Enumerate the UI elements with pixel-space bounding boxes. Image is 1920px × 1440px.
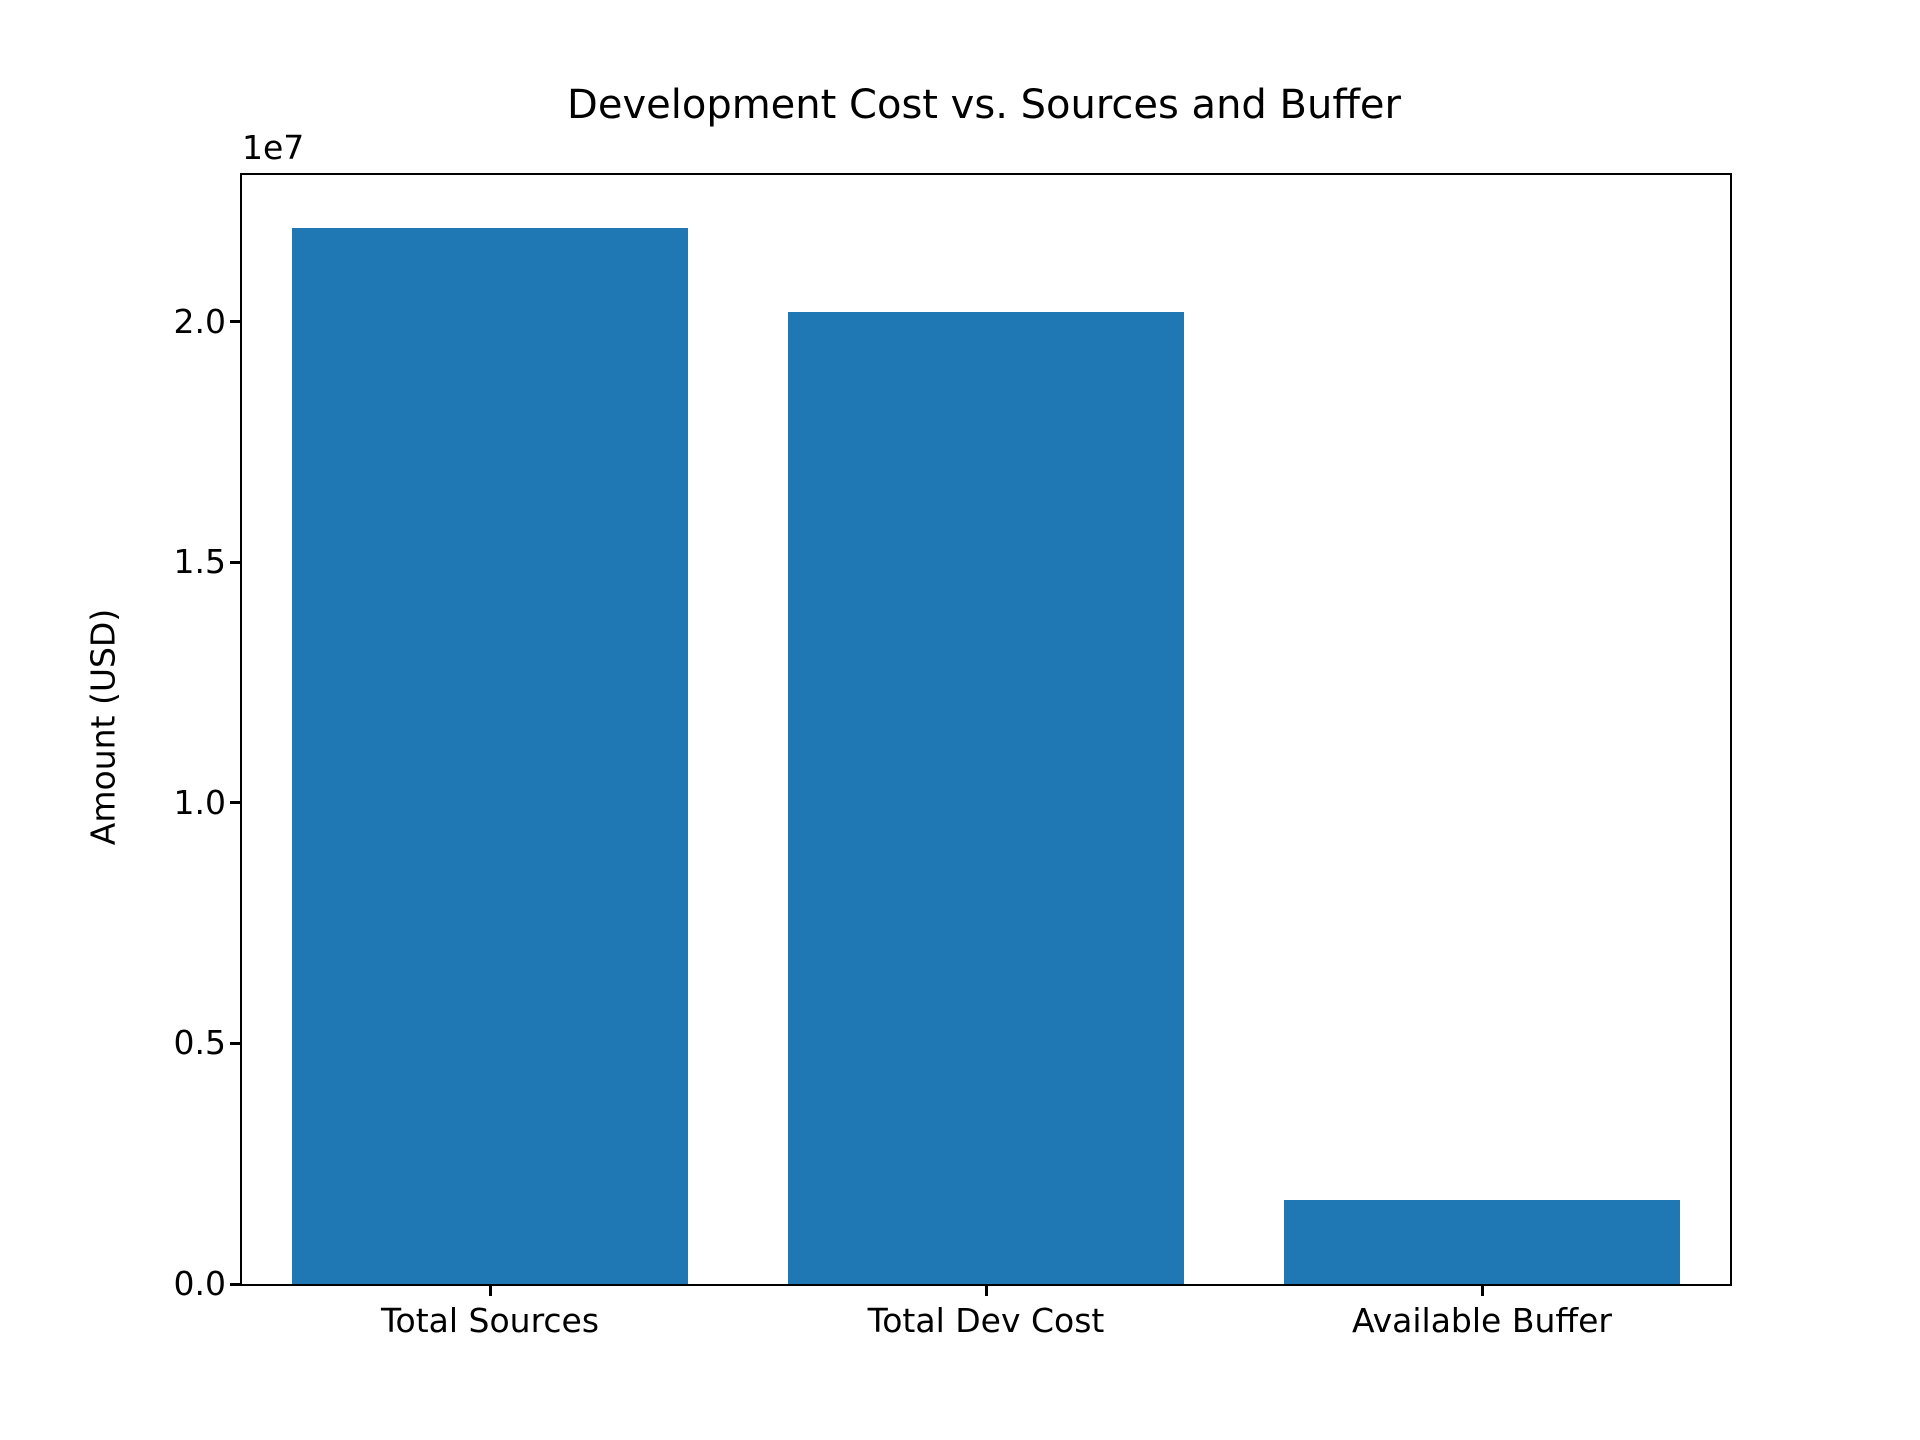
y-tick-mark <box>230 560 240 564</box>
x-tick-mark <box>1480 1286 1484 1296</box>
y-tick-mark <box>230 1041 240 1045</box>
y-tick-mark <box>230 1282 240 1286</box>
y-tick-label: 1.5 <box>173 542 226 582</box>
x-tick-label-total-dev-cost: Total Dev Cost <box>867 1301 1105 1340</box>
x-tick-label-total-sources: Total Sources <box>380 1301 600 1340</box>
bar-available-buffer <box>1283 1199 1681 1284</box>
chart-title: Development Cost vs. Sources and Buffer <box>567 82 1401 128</box>
x-tick-label-available-buffer: Available Buffer <box>1351 1301 1613 1340</box>
y-tick-label: 2.0 <box>173 301 226 341</box>
y-tick-label: 0.5 <box>173 1023 226 1063</box>
bar-total-sources <box>291 227 689 1284</box>
bar-total-dev-cost <box>787 312 1185 1284</box>
y-tick-label: 0.0 <box>173 1264 226 1303</box>
y-tick-label: 1.0 <box>173 782 226 822</box>
x-tick-mark <box>488 1286 492 1296</box>
plot-area: 0.0 0.5 1.0 1.5 2.0 Total Sources Total Dev Co… <box>174 173 1732 1340</box>
y-axis-offset-label: 1e7 <box>242 128 305 167</box>
x-tick-mark <box>984 1286 988 1296</box>
y-tick-mark <box>230 320 240 324</box>
y-tick-mark <box>230 801 240 805</box>
